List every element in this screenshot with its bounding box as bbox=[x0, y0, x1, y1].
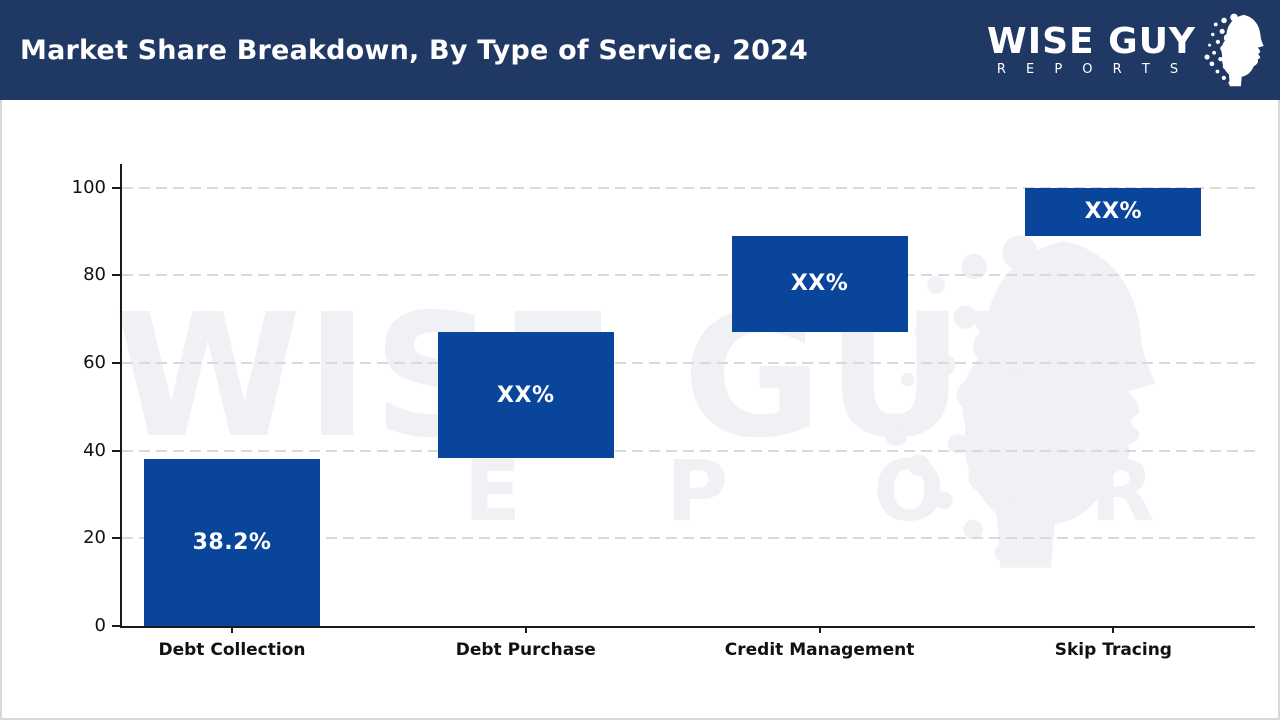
gridline-100 bbox=[122, 186, 1255, 189]
bar-debt-collection: 38.2% bbox=[144, 458, 320, 626]
wise-guy-logo: WISE GUY R E P O R T S bbox=[987, 10, 1280, 90]
chart-area: WISE GUY R E P O R T S 38.2%XX%XX%XX% 02… bbox=[0, 100, 1280, 720]
logo-subtitle: R E P O R T S bbox=[996, 62, 1187, 78]
y-tick-label-60: 60 bbox=[83, 351, 106, 373]
bar-value-label: XX% bbox=[790, 271, 849, 297]
x-tick-mark bbox=[524, 626, 527, 633]
y-tick-mark-20 bbox=[112, 537, 121, 540]
bar-debt-purchase: XX% bbox=[437, 332, 614, 459]
y-tick-mark-0 bbox=[112, 625, 121, 627]
plot-area: 38.2% XX% XX% XX% bbox=[120, 164, 1255, 628]
gridline-20 bbox=[122, 537, 1255, 540]
y-tick-label-20: 20 bbox=[83, 527, 106, 549]
header-bar: Market Share Breakdown, By Type of Servi… bbox=[0, 0, 1280, 100]
logo-wordmark: WISE GUY bbox=[986, 20, 1196, 62]
y-tick-mark-60 bbox=[112, 361, 121, 364]
head-dots-icon bbox=[1204, 13, 1264, 87]
x-category-label-debt-collection: Debt Collection bbox=[158, 640, 306, 660]
bar-skip-tracing: XX% bbox=[1025, 187, 1202, 236]
logo-wordmark-block: WISE GUY R E P O R T S bbox=[986, 20, 1196, 78]
y-tick-label-100: 100 bbox=[71, 176, 106, 198]
x-category-label-debt-purchase: Debt Purchase bbox=[455, 640, 596, 660]
x-category-label-skip-tracing: Skip Tracing bbox=[1054, 640, 1172, 660]
bar-value-label: XX% bbox=[497, 382, 555, 408]
y-tick-label-40: 40 bbox=[83, 439, 106, 461]
bar-value-label: 38.2% bbox=[192, 529, 272, 555]
bar-value-label: XX% bbox=[1084, 199, 1143, 225]
y-tick-mark-100 bbox=[112, 186, 121, 189]
gridline-40 bbox=[122, 449, 1255, 452]
x-tick-mark bbox=[1112, 626, 1115, 633]
y-tick-label-80: 80 bbox=[83, 264, 106, 286]
chart-title: Market Share Breakdown, By Type of Servi… bbox=[20, 34, 809, 66]
x-tick-mark bbox=[818, 626, 821, 633]
gridline-60 bbox=[122, 361, 1255, 364]
y-axis-line bbox=[120, 164, 122, 628]
x-axis-line bbox=[120, 626, 1255, 628]
x-category-label-credit-management: Credit Management bbox=[724, 640, 915, 660]
y-tick-label-0: 0 bbox=[94, 615, 106, 636]
bar-credit-management: XX% bbox=[731, 235, 908, 333]
y-tick-mark-40 bbox=[112, 449, 121, 452]
x-tick-mark bbox=[231, 626, 233, 633]
gridline-80 bbox=[122, 274, 1255, 277]
y-tick-mark-80 bbox=[112, 274, 121, 277]
